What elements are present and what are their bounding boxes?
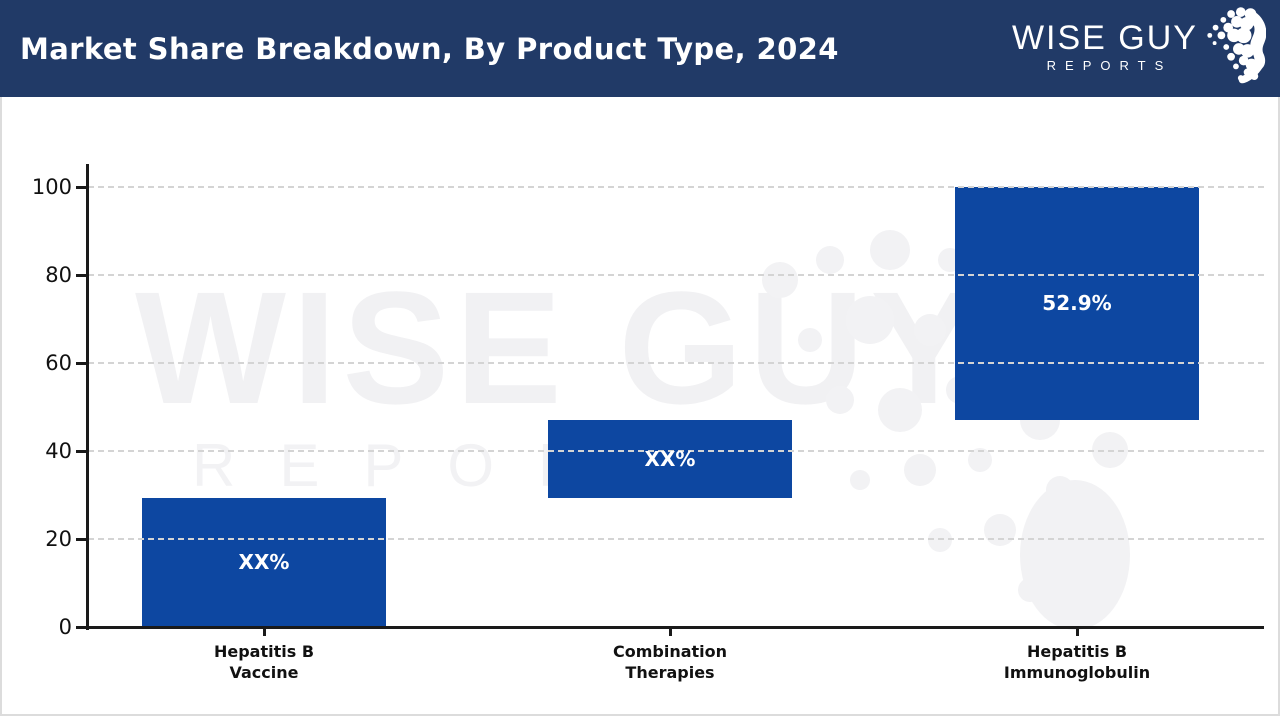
logo-text: WISE GUY REPORTS <box>1011 18 1198 74</box>
y-tick-label: 0 <box>58 615 72 639</box>
bar-value-label: XX% <box>238 550 290 575</box>
bar-value-label: XX% <box>644 446 696 471</box>
gridline <box>88 274 1264 276</box>
x-tick <box>262 629 266 636</box>
title-bar: Market Share Breakdown, By Product Type,… <box>0 0 1280 97</box>
y-tick-label: 20 <box>45 527 72 551</box>
y-tick-label: 100 <box>31 175 72 199</box>
bar-segment <box>548 419 792 498</box>
y-tick <box>76 361 86 365</box>
y-tick-label: 80 <box>45 263 72 287</box>
y-axis-line <box>86 164 89 630</box>
x-axis-line <box>86 626 1264 629</box>
gridline <box>88 450 1264 452</box>
chart-title: Market Share Breakdown, By Product Type,… <box>20 31 839 66</box>
y-tick <box>76 449 86 453</box>
logo-wordmark: WISE GUY <box>1011 18 1198 57</box>
bar-segment <box>142 497 386 627</box>
y-tick-label: 40 <box>45 439 72 463</box>
gridline <box>88 186 1264 188</box>
y-tick <box>76 625 86 629</box>
logo-subtitle: REPORTS <box>1046 58 1173 74</box>
wise-guy-reports-logo: WISE GUY REPORTS <box>1012 6 1266 88</box>
category-label: Hepatitis B Vaccine <box>213 642 315 682</box>
category-label: Combination Therapies <box>612 642 728 682</box>
x-tick <box>1075 629 1079 636</box>
category-label: Hepatitis B Immunoglobulin <box>1003 642 1151 682</box>
bar-value-label: 52.9% <box>1042 291 1112 316</box>
gridline <box>88 538 1264 540</box>
y-tick <box>76 537 86 541</box>
gridline <box>88 362 1264 364</box>
x-tick <box>668 629 672 636</box>
bar-segment <box>955 187 1199 420</box>
y-tick <box>76 185 86 189</box>
y-tick <box>76 273 86 277</box>
logo-face-icon <box>1207 7 1266 84</box>
y-tick-label: 60 <box>45 351 72 375</box>
